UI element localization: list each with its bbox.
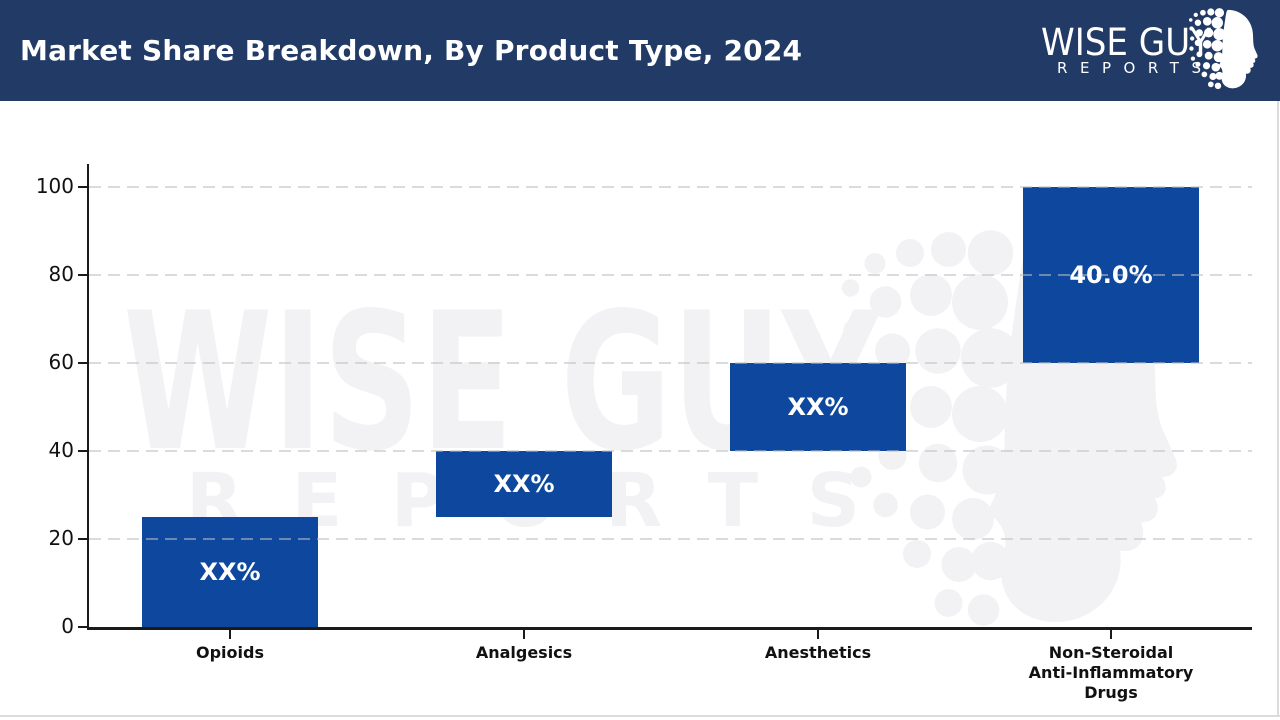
header-bar: Market Share Breakdown, By Product Type,… — [0, 0, 1280, 101]
x-category-label: Non-Steroidal Anti-Inflammatory Drugs — [991, 643, 1231, 703]
y-tick-label: 40 — [48, 438, 74, 462]
gridline — [89, 450, 1252, 452]
y-tick-mark — [78, 450, 87, 452]
gridline — [89, 186, 1252, 188]
gridline — [89, 274, 1252, 276]
y-tick-mark — [78, 186, 87, 188]
page-title: Market Share Breakdown, By Product Type,… — [20, 34, 803, 67]
x-axis-line — [87, 627, 1252, 630]
y-axis-spine — [87, 164, 89, 629]
y-tick-label: 80 — [48, 262, 74, 286]
y-tick-label: 20 — [48, 526, 74, 550]
x-tick-mark — [817, 630, 819, 639]
x-tick-mark — [229, 630, 231, 639]
y-tick-label: 0 — [61, 614, 74, 638]
x-category-label-line: Analgesics — [475, 643, 573, 662]
bar-opioids — [142, 517, 318, 627]
x-category-label-line: Drugs — [1084, 683, 1138, 702]
bar-value-label: XX% — [199, 558, 261, 586]
y-tick-label: 60 — [48, 350, 74, 374]
bar-value-label: 40.0% — [1069, 261, 1153, 289]
bottom-divider — [0, 715, 1280, 717]
y-tick-mark — [78, 274, 87, 276]
bar-value-label: XX% — [493, 470, 555, 498]
x-tick-mark — [1110, 630, 1112, 639]
bar-analgesics — [436, 451, 612, 517]
x-category-label: Analgesics — [404, 643, 644, 663]
brand-top-text: WISE GUY — [1041, 21, 1211, 64]
bar-value-label: XX% — [787, 393, 849, 421]
gridline — [89, 362, 1252, 364]
wise-guy-reports-logo: WISE GUY REPORTS — [1041, 8, 1258, 90]
x-category-label-line: Anesthetics — [764, 643, 872, 662]
x-category-label: Anesthetics — [698, 643, 938, 663]
x-category-label: Opioids — [110, 643, 350, 663]
y-tick-label: 100 — [35, 174, 74, 198]
x-category-label-line: Anti-Inflammatory — [1028, 663, 1194, 682]
waterfall-chart: WISE GUY REPORTS 020406080100XX%XX%XX%40… — [0, 101, 1280, 717]
bar-anesthetics — [730, 363, 906, 451]
y-tick-mark — [78, 538, 87, 540]
x-category-label-line: Non-Steroidal — [1048, 643, 1174, 662]
y-tick-mark — [78, 362, 87, 364]
x-tick-mark — [523, 630, 525, 639]
y-tick-mark — [78, 626, 87, 628]
gridline — [89, 538, 1252, 540]
right-divider — [1277, 101, 1279, 717]
x-category-label-line: Opioids — [196, 643, 264, 662]
